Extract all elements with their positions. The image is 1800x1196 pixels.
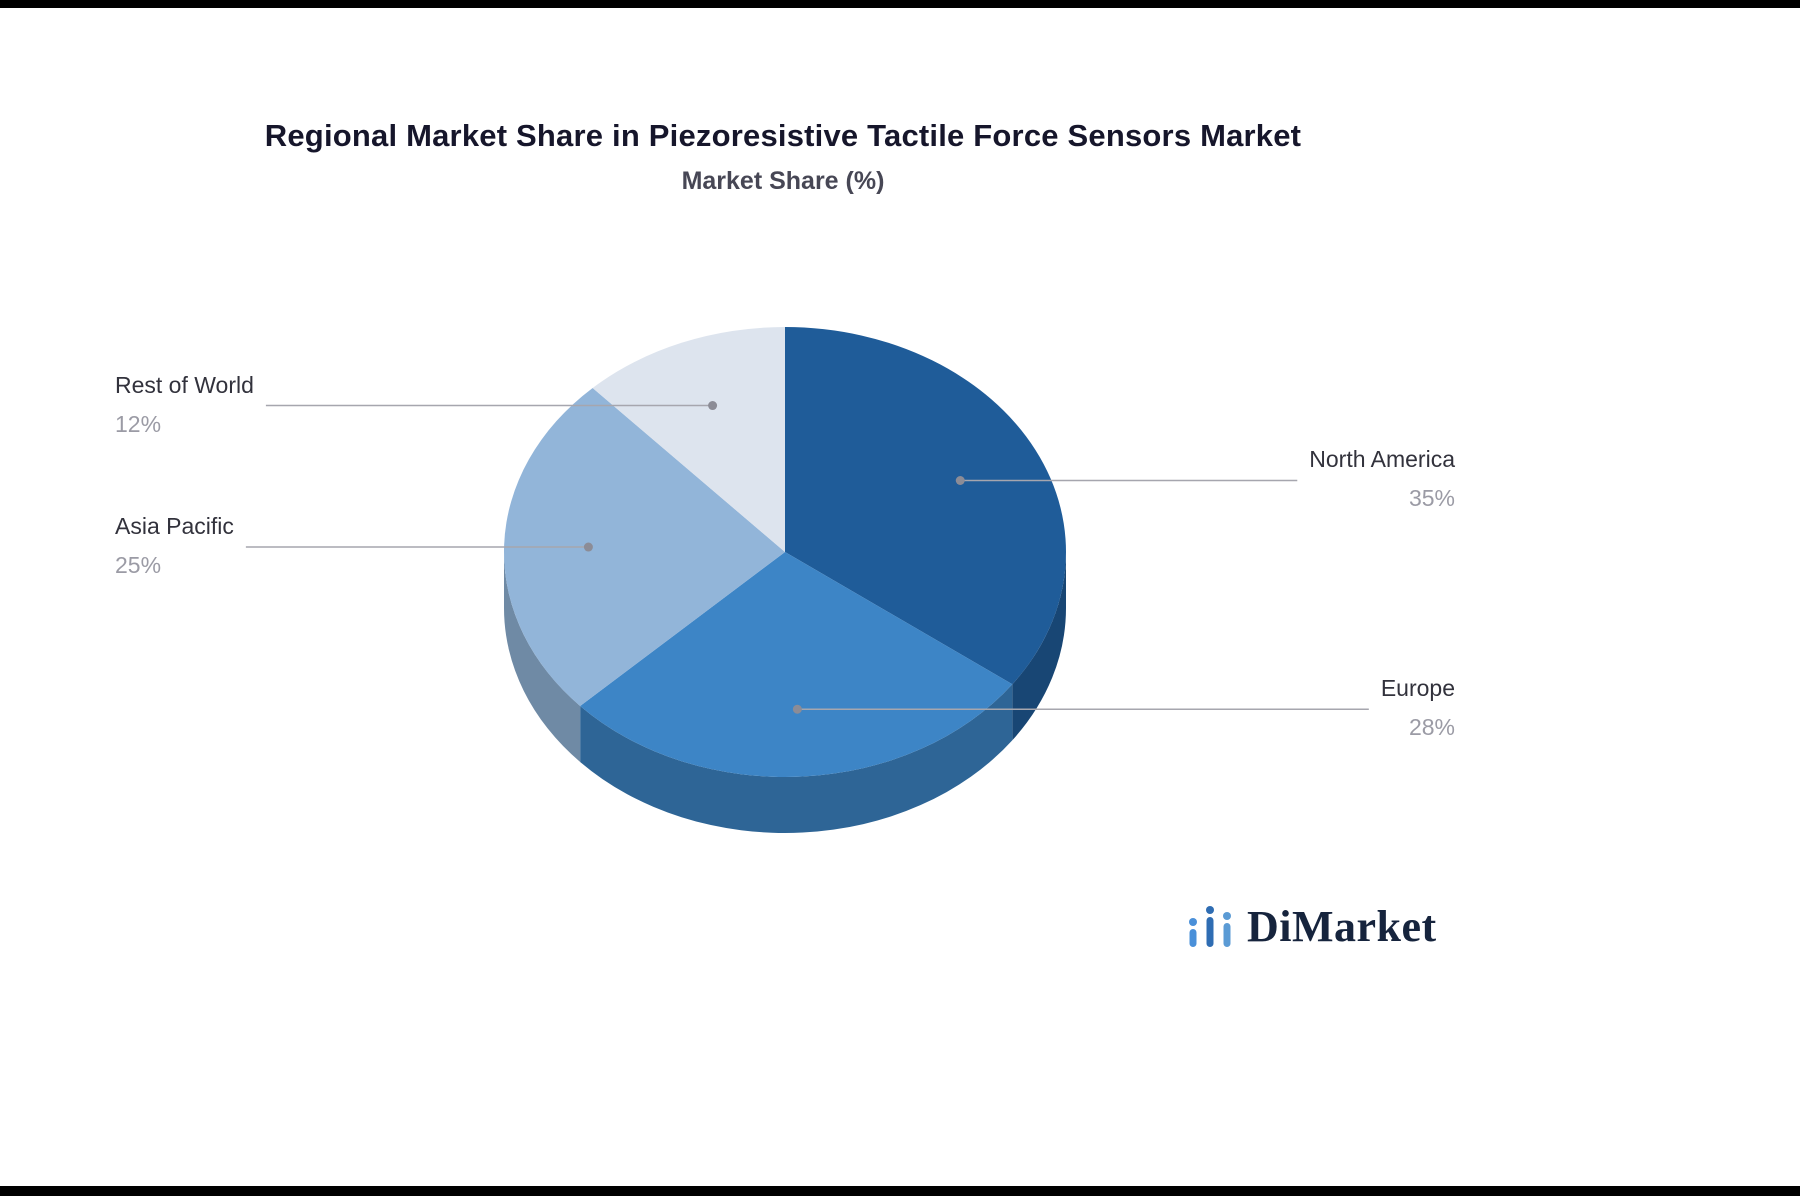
bar-chart-icon bbox=[1189, 905, 1231, 947]
bottom-border bbox=[0, 1186, 1800, 1196]
callout-north-america: North America 35% bbox=[1309, 445, 1455, 512]
pie-slice-rest-of-world[interactable] bbox=[592, 327, 785, 552]
slice-label-text: Rest of World bbox=[115, 371, 254, 398]
callout-europe: Europe 28% bbox=[1381, 674, 1455, 741]
logo-text: DiMarket bbox=[1247, 902, 1437, 951]
chart-title: Regional Market Share in Piezoresistive … bbox=[264, 118, 1302, 153]
top-border bbox=[0, 0, 1800, 8]
slice-percentage: 25% bbox=[115, 552, 162, 579]
pie-side-north-america bbox=[1012, 552, 1066, 741]
leader-dot-rest-of-world bbox=[708, 401, 718, 411]
pie-side-europe bbox=[580, 684, 1013, 834]
slice-label-text: Europe bbox=[1380, 675, 1455, 702]
leader-dot-asia-pacific bbox=[583, 542, 593, 552]
slice-label-text: North America bbox=[1309, 446, 1455, 473]
callout-asia-pacific: Asia Pacific 25% bbox=[115, 512, 234, 579]
slice-percentage: 12% bbox=[115, 410, 162, 437]
pie-slice-asia-pacific[interactable] bbox=[503, 387, 785, 707]
chart-subtitle: Market Share (%) bbox=[681, 167, 885, 195]
pie-side-asia-pacific bbox=[504, 552, 581, 763]
leader-dot-north-america bbox=[955, 475, 965, 485]
slice-percentage: 28% bbox=[1408, 714, 1455, 741]
dimarket-logo: DiMarket bbox=[1186, 901, 1437, 952]
callout-rest-of-world: Rest of World 12% bbox=[115, 371, 254, 438]
pie-slice-europe[interactable] bbox=[580, 552, 1013, 777]
slice-label-text: Asia Pacific bbox=[115, 513, 234, 540]
slice-percentage: 35% bbox=[1408, 485, 1455, 512]
leader-dot-europe bbox=[792, 704, 802, 714]
pie-slice-north-america[interactable] bbox=[785, 327, 1067, 685]
